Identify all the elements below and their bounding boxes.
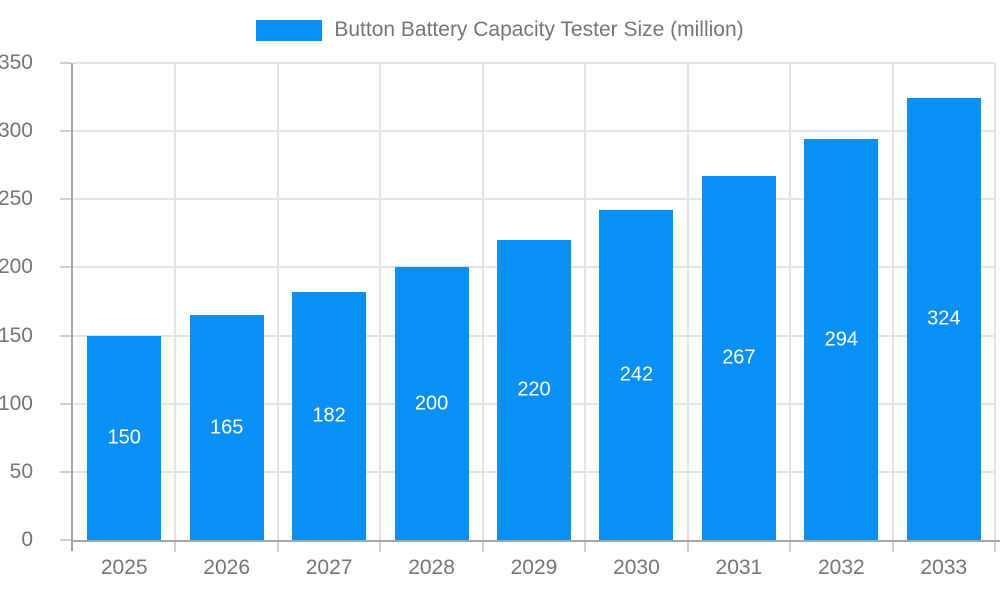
x-axis-line — [71, 540, 1000, 542]
v-gridline — [481, 63, 484, 540]
y-axis-tick-label: 350 — [0, 51, 33, 74]
v-gridline — [276, 63, 279, 540]
plot-area: 0 50 100 150 200 250 300 350 150 2025 165 2026 182 20… — [0, 52, 1000, 579]
v-gridline — [891, 63, 894, 540]
x-axis-tick — [276, 542, 279, 552]
bar-value-label: 200 — [414, 392, 449, 415]
bar-value-label: 324 — [927, 307, 961, 330]
h-gridline — [73, 130, 995, 133]
x-axis-tick-label: 2032 — [817, 556, 865, 579]
v-gridline — [584, 63, 587, 540]
bar-value-label: 165 — [209, 416, 244, 439]
x-axis-tick — [379, 542, 382, 552]
bar-2028[interactable]: 200 — [394, 267, 469, 540]
y-axis-tick-label: 200 — [0, 255, 33, 279]
h-gridline — [73, 62, 995, 64]
x-axis-tick — [789, 542, 792, 552]
legend-swatch-icon — [256, 19, 323, 41]
h-gridline — [73, 198, 995, 201]
y-axis-tick-label: 150 — [0, 323, 33, 347]
y-axis-tick — [60, 62, 71, 64]
bar-value-label: 294 — [824, 328, 859, 351]
bar-value-label: 242 — [619, 363, 654, 386]
x-axis-tick — [994, 542, 996, 552]
y-axis-tick — [60, 266, 71, 269]
x-axis-tick-label: 2033 — [920, 556, 968, 579]
y-axis-tick — [60, 470, 71, 473]
legend-item[interactable]: Button Battery Capacity Tester Size (mil… — [0, 18, 1000, 42]
bar-2025[interactable]: 150 — [87, 335, 162, 540]
bar-value-label: 182 — [312, 404, 346, 427]
bar-2026[interactable]: 165 — [189, 315, 264, 540]
x-axis-tick-label: 2025 — [100, 556, 148, 579]
y-axis-tick-label: 0 — [21, 528, 33, 551]
x-axis-tick-label: 2029 — [510, 556, 558, 579]
bar-2030[interactable]: 242 — [599, 210, 674, 540]
x-axis-tick-label: 2026 — [203, 556, 251, 579]
x-axis-tick-label: 2027 — [305, 556, 353, 579]
x-axis-tick — [481, 542, 484, 552]
y-axis-tick — [60, 130, 71, 133]
x-axis-tick — [584, 542, 587, 552]
bar-2027[interactable]: 182 — [292, 292, 367, 540]
bar-value-label: 150 — [107, 426, 141, 449]
bar-2032[interactable]: 294 — [804, 139, 879, 540]
x-axis-tick — [686, 542, 689, 552]
y-axis-tick-label: 100 — [0, 391, 33, 415]
v-gridline — [174, 63, 177, 540]
bar-value-label: 267 — [722, 346, 756, 369]
bar-value-label: 220 — [517, 378, 551, 401]
y-axis-tick — [60, 334, 71, 337]
x-axis-tick-label: 2030 — [613, 556, 660, 579]
y-axis-line — [71, 63, 73, 551]
y-axis-tick-label: 250 — [0, 187, 33, 211]
v-gridline — [686, 63, 689, 540]
bar-2033[interactable]: 324 — [906, 98, 981, 540]
x-axis-tick — [891, 542, 894, 552]
x-axis-tick — [174, 542, 177, 552]
y-axis-tick — [60, 198, 71, 201]
bar-2031[interactable]: 267 — [701, 176, 776, 540]
v-gridline — [379, 63, 382, 540]
v-gridline — [994, 63, 996, 540]
y-axis-tick — [60, 402, 71, 405]
v-gridline — [789, 63, 792, 540]
x-axis-tick-label: 2028 — [408, 556, 455, 579]
y-axis-tick — [60, 539, 71, 541]
bar-2029[interactable]: 220 — [497, 240, 571, 540]
y-axis-tick-label: 300 — [0, 119, 33, 143]
y-axis-tick-label: 50 — [9, 459, 33, 483]
legend-label: Button Battery Capacity Tester Size (mil… — [334, 18, 744, 41]
x-axis-tick-label: 2031 — [715, 556, 763, 579]
